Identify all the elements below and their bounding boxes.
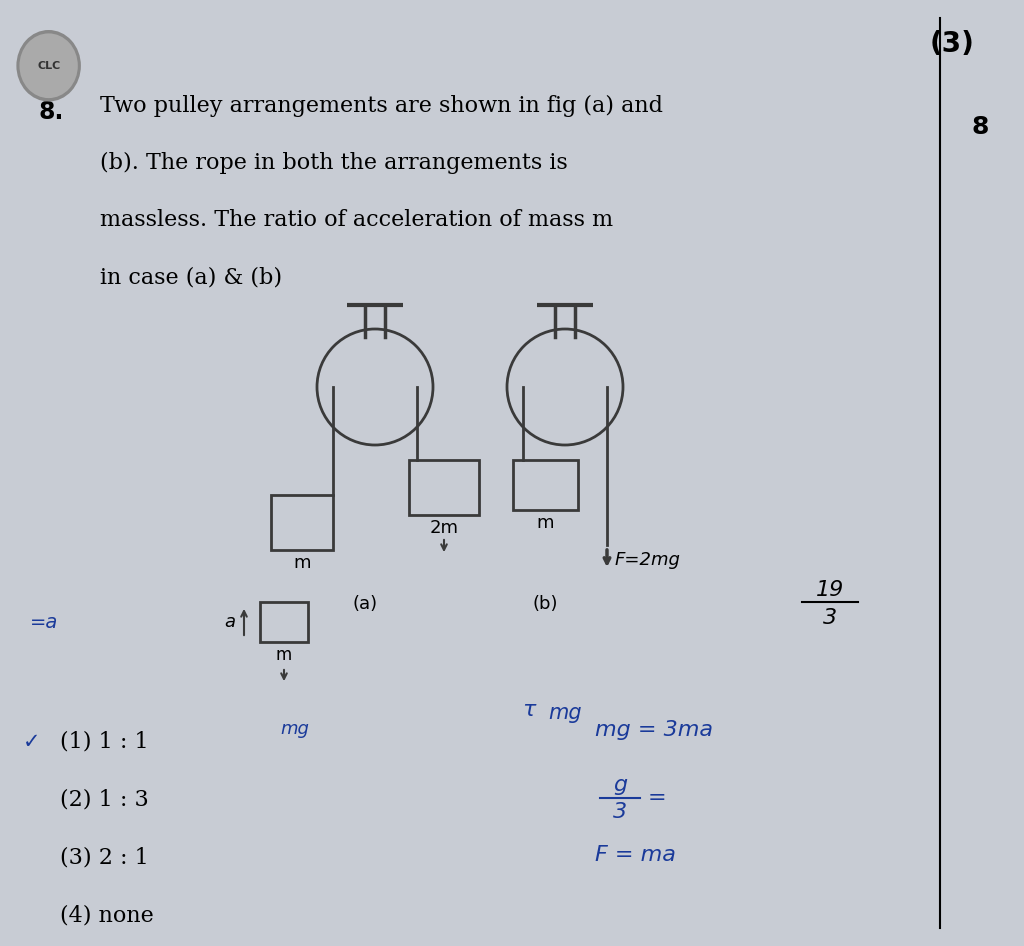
Text: 2m: 2m	[429, 519, 459, 537]
Text: m: m	[293, 554, 310, 572]
Bar	[260, 602, 308, 642]
Bar	[362, 333, 387, 355]
Text: (3) 2 : 1: (3) 2 : 1	[60, 846, 148, 868]
Text: =a: =a	[30, 612, 58, 632]
Text: (b). The rope in both the arrangements is: (b). The rope in both the arrangements i…	[100, 152, 567, 174]
Text: mg: mg	[548, 703, 582, 723]
Text: massless. The ratio of acceleration of mass m: massless. The ratio of acceleration of m…	[100, 209, 613, 231]
Text: 19: 19	[816, 580, 844, 600]
Text: Two pulley arrangements are shown in fig (a) and: Two pulley arrangements are shown in fig…	[100, 95, 663, 117]
Text: mg = 3ma: mg = 3ma	[595, 720, 713, 740]
Text: 3: 3	[823, 608, 837, 628]
Circle shape	[19, 33, 78, 98]
Text: F=2mg: F=2mg	[615, 551, 681, 569]
Bar	[553, 333, 577, 355]
Text: 8.: 8.	[38, 100, 63, 124]
Text: (1) 1 : 1: (1) 1 : 1	[60, 730, 148, 752]
Bar	[409, 460, 479, 515]
Text: CLC: CLC	[37, 61, 60, 71]
Text: =: =	[648, 788, 667, 808]
Text: (b): (b)	[532, 595, 558, 613]
Text: in case (a) & (b): in case (a) & (b)	[100, 266, 283, 288]
Text: 3: 3	[613, 802, 627, 822]
Bar	[271, 495, 333, 550]
Text: mg: mg	[281, 720, 309, 738]
Text: (a): (a)	[352, 595, 378, 613]
Text: (4) none: (4) none	[60, 904, 154, 926]
Text: (3): (3)	[930, 30, 975, 58]
Text: (2) 1 : 3: (2) 1 : 3	[60, 788, 148, 810]
Circle shape	[16, 30, 81, 101]
Text: m: m	[537, 514, 554, 532]
Circle shape	[317, 329, 433, 445]
Text: m: m	[275, 646, 292, 664]
Text: a: a	[224, 613, 236, 631]
Text: $\tau$: $\tau$	[522, 700, 538, 720]
Circle shape	[507, 329, 623, 445]
Bar	[513, 460, 578, 510]
Text: g: g	[613, 775, 627, 795]
Text: F = ma: F = ma	[595, 845, 676, 865]
Text: ✓: ✓	[23, 732, 40, 752]
Text: 8: 8	[972, 115, 989, 139]
